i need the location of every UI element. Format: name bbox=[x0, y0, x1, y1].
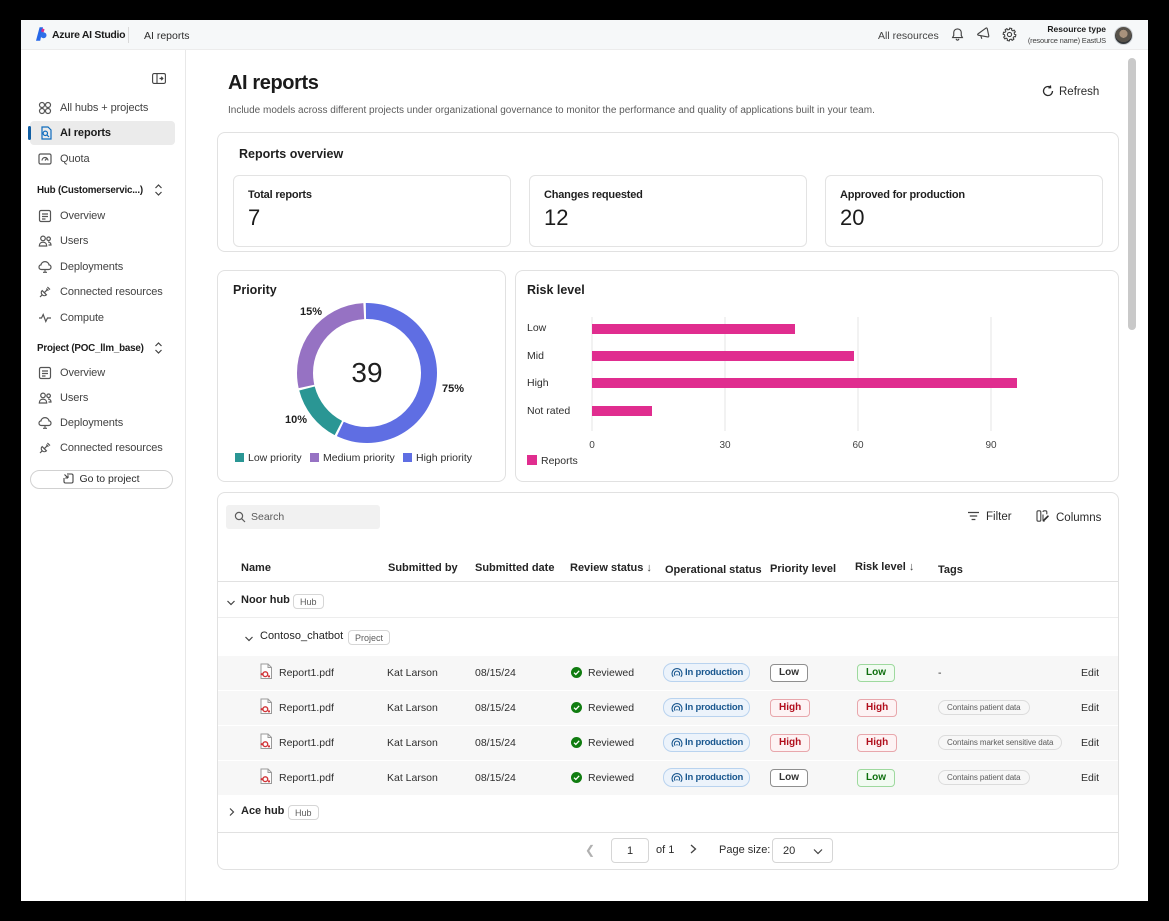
svg-text:Reports: Reports bbox=[541, 455, 578, 467]
svg-text:Low: Low bbox=[527, 322, 547, 334]
svg-text:0: 0 bbox=[589, 440, 595, 451]
svg-text:Not rated: Not rated bbox=[527, 405, 570, 417]
svg-text:High priority: High priority bbox=[416, 452, 473, 464]
svg-text:15%: 15% bbox=[300, 306, 322, 318]
svg-text:Medium priority: Medium priority bbox=[323, 452, 396, 464]
svg-text:39: 39 bbox=[351, 357, 382, 388]
svg-text:Low priority: Low priority bbox=[248, 452, 302, 464]
svg-text:60: 60 bbox=[852, 440, 864, 451]
svg-text:90: 90 bbox=[985, 440, 997, 451]
svg-text:Mid: Mid bbox=[527, 350, 544, 362]
svg-text:75%: 75% bbox=[442, 383, 464, 395]
svg-text:10%: 10% bbox=[285, 414, 307, 426]
svg-text:30: 30 bbox=[719, 440, 731, 451]
svg-text:High: High bbox=[527, 377, 549, 389]
